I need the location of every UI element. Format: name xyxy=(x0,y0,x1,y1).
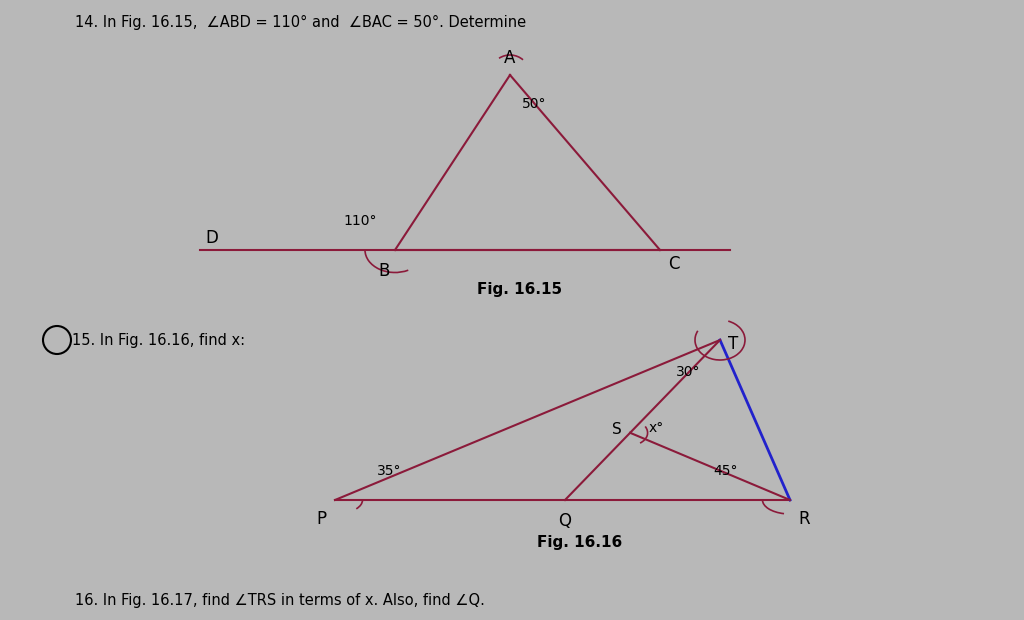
Text: P: P xyxy=(316,510,327,528)
Text: 14. In Fig. 16.15,  ∠ABD = 110° and  ∠BAC = 50°. Determine: 14. In Fig. 16.15, ∠ABD = 110° and ∠BAC … xyxy=(75,15,526,30)
Text: 30°: 30° xyxy=(676,365,700,379)
Text: 45°: 45° xyxy=(714,464,738,478)
Text: 35°: 35° xyxy=(377,464,401,478)
Text: Fig. 16.16: Fig. 16.16 xyxy=(538,535,623,550)
Text: 110°: 110° xyxy=(343,214,377,228)
Text: T: T xyxy=(728,335,738,353)
Text: Fig. 16.15: Fig. 16.15 xyxy=(477,282,562,297)
Text: Q: Q xyxy=(558,512,571,530)
Text: 16. In Fig. 16.17, find ∠TRS in terms of x. Also, find ∠Q.: 16. In Fig. 16.17, find ∠TRS in terms of… xyxy=(75,593,485,608)
Text: 15. In Fig. 16.16, find x:: 15. In Fig. 16.16, find x: xyxy=(72,332,245,347)
Text: D: D xyxy=(205,229,218,247)
Text: C: C xyxy=(668,255,680,273)
Text: S: S xyxy=(612,422,623,437)
Text: 50°: 50° xyxy=(522,97,547,111)
Text: A: A xyxy=(504,49,516,67)
Text: x°: x° xyxy=(648,421,664,435)
Text: B: B xyxy=(379,262,390,280)
Text: R: R xyxy=(798,510,810,528)
